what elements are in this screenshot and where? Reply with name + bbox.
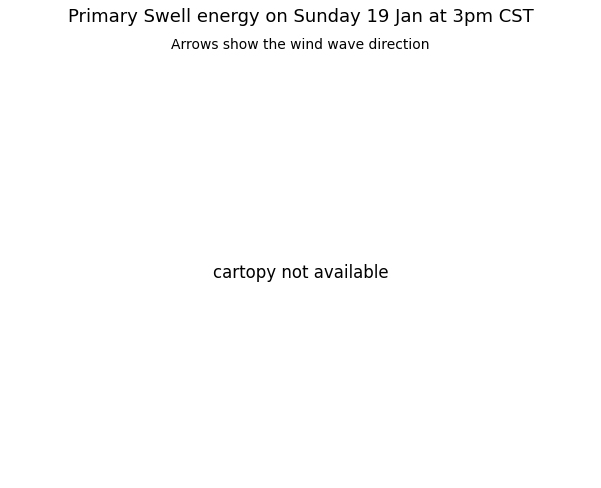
Text: Arrows show the wind wave direction: Arrows show the wind wave direction (171, 38, 430, 52)
Text: Primary Swell energy on Sunday 19 Jan at 3pm CST: Primary Swell energy on Sunday 19 Jan at… (68, 8, 533, 26)
Text: cartopy not available: cartopy not available (213, 264, 388, 282)
